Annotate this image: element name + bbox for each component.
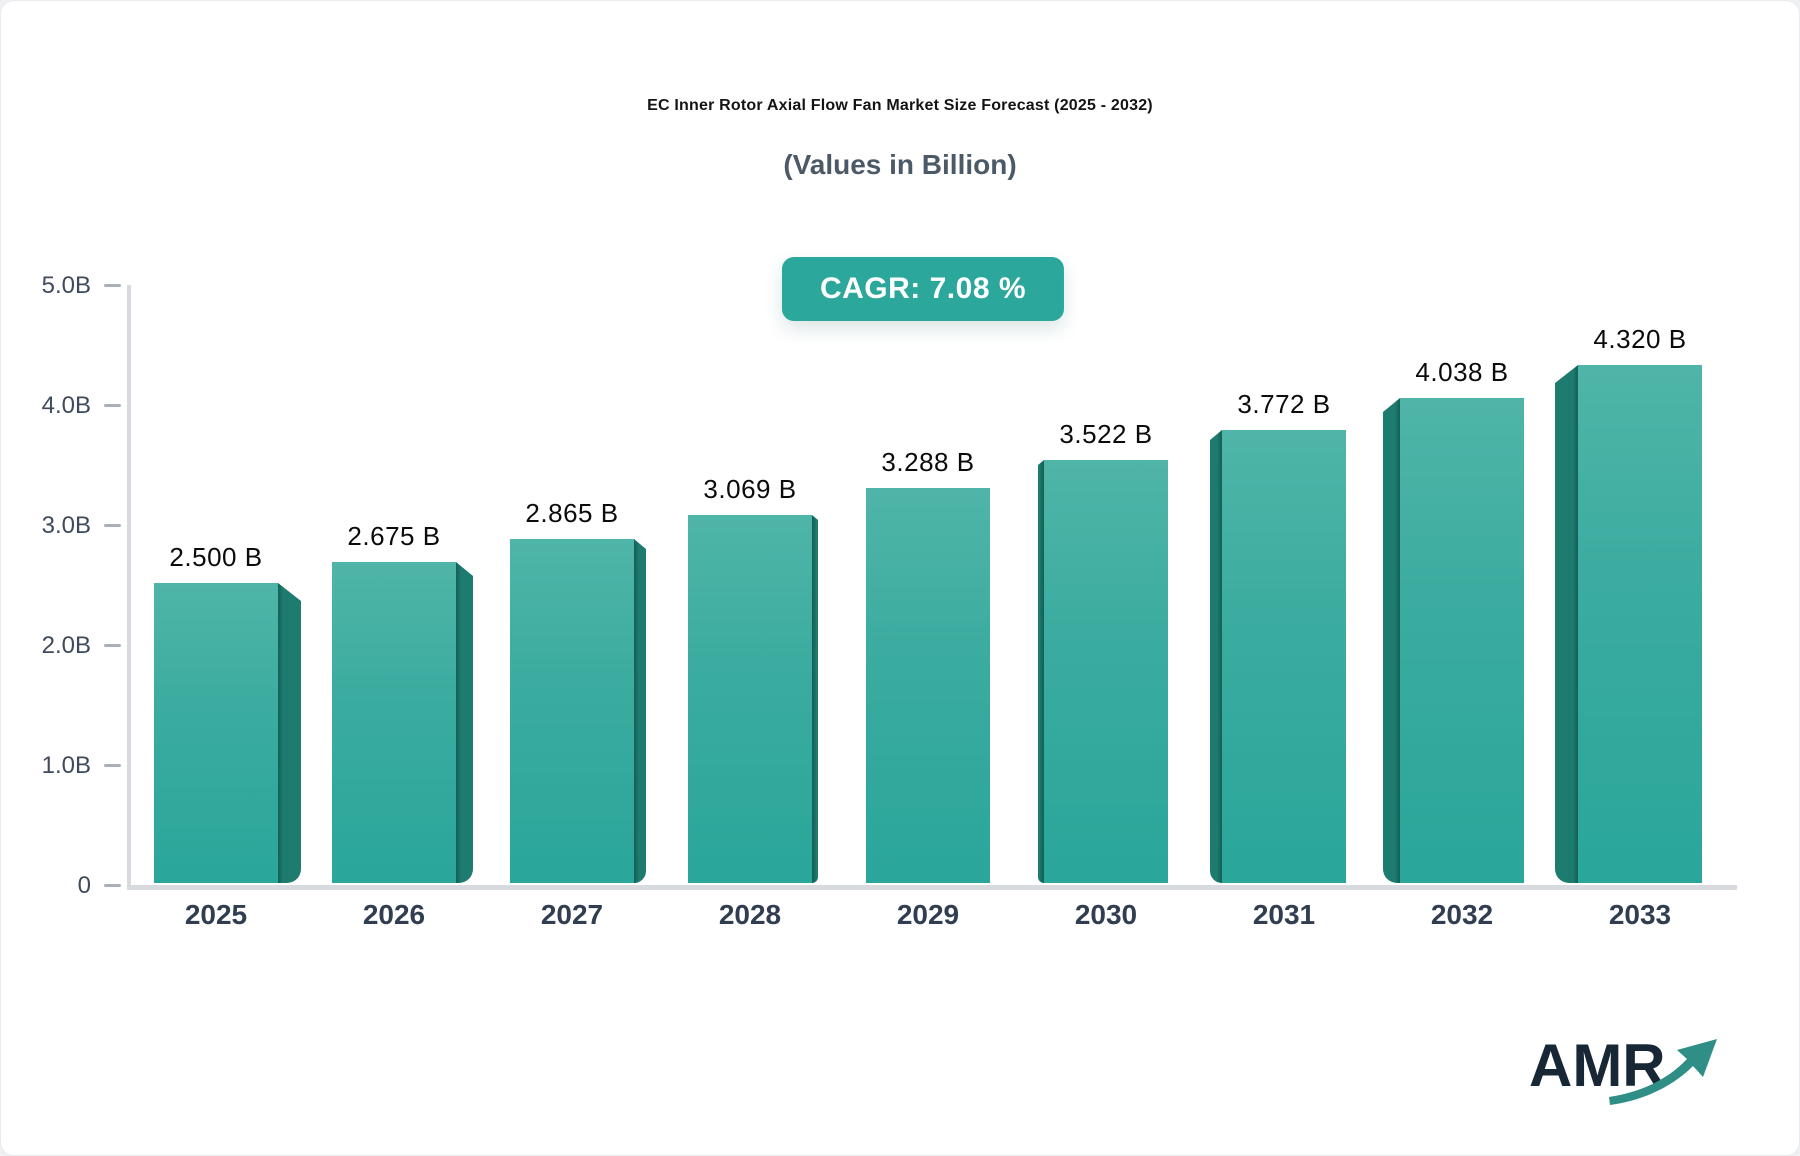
bar-value-label: 4.038 B bbox=[1415, 357, 1509, 387]
bar-value-label: 2.500 B bbox=[169, 542, 263, 572]
bar-value-label: 2.675 B bbox=[347, 521, 441, 551]
bar-face bbox=[1044, 460, 1168, 883]
x-tick-label: 2025 bbox=[184, 899, 248, 930]
x-tick-label: 2028 bbox=[718, 899, 782, 930]
bar-value-label: 2.865 B bbox=[525, 498, 619, 528]
bar-value-label: 3.069 B bbox=[703, 474, 797, 504]
bar-face bbox=[332, 562, 456, 883]
bar-face bbox=[688, 515, 812, 883]
bar-side-3d bbox=[634, 539, 646, 883]
y-tick-label: 2.0B bbox=[41, 632, 91, 659]
y-tick-label: 1.0B bbox=[41, 752, 91, 779]
bar-side-3d bbox=[278, 583, 301, 883]
x-tick-label: 2027 bbox=[540, 899, 604, 930]
cagr-badge: CAGR: 7.08 % bbox=[781, 257, 1065, 321]
bar-face bbox=[866, 488, 990, 883]
bar-value-label: 3.772 B bbox=[1237, 389, 1331, 419]
bar-face bbox=[154, 583, 278, 883]
y-tick-label: 5.0B bbox=[41, 272, 91, 299]
x-tick-label: 2026 bbox=[362, 899, 426, 930]
amr-logo: AMR bbox=[1529, 1031, 1729, 1115]
bar-side-3d bbox=[1383, 398, 1400, 883]
x-tick-label: 2030 bbox=[1074, 899, 1138, 930]
y-tick-dash bbox=[104, 644, 121, 647]
growth-arrow-icon bbox=[1609, 1039, 1717, 1105]
y-tick-label: 3.0B bbox=[41, 512, 91, 539]
bar-side-3d bbox=[1210, 430, 1222, 883]
x-tick-label: 2032 bbox=[1430, 899, 1494, 930]
y-tick-dash bbox=[104, 404, 121, 407]
bar-value-label: 3.288 B bbox=[881, 447, 975, 477]
x-tick-label: 2031 bbox=[1252, 899, 1316, 930]
y-tick-dash bbox=[104, 884, 121, 887]
chart-subtitle: (Values in Billion) bbox=[783, 149, 1017, 180]
bar-side-3d bbox=[1555, 365, 1578, 883]
x-tick-label: 2029 bbox=[896, 899, 960, 930]
bar-side-3d bbox=[812, 515, 818, 883]
bar-face bbox=[1578, 365, 1702, 883]
amr-logo-text: AMR bbox=[1529, 1032, 1666, 1099]
bar-face bbox=[1400, 398, 1524, 883]
y-tick-dash bbox=[104, 284, 121, 287]
y-tick-dash bbox=[104, 764, 121, 767]
y-axis-line bbox=[127, 285, 131, 885]
bar-value-label: 4.320 B bbox=[1593, 324, 1687, 354]
x-axis-line bbox=[127, 885, 1737, 890]
y-tick-label: 0 bbox=[77, 872, 91, 899]
y-tick-dash bbox=[104, 524, 121, 527]
bar-side-3d bbox=[1038, 460, 1044, 883]
y-tick-label: 4.0B bbox=[41, 392, 91, 419]
bar-value-label: 3.522 B bbox=[1059, 419, 1153, 449]
bar-side-3d bbox=[456, 562, 473, 883]
bar-face bbox=[510, 539, 634, 883]
x-tick-label: 2033 bbox=[1608, 899, 1672, 930]
bar-face bbox=[1222, 430, 1346, 883]
chart-title: EC Inner Rotor Axial Flow Fan Market Siz… bbox=[647, 97, 1153, 114]
